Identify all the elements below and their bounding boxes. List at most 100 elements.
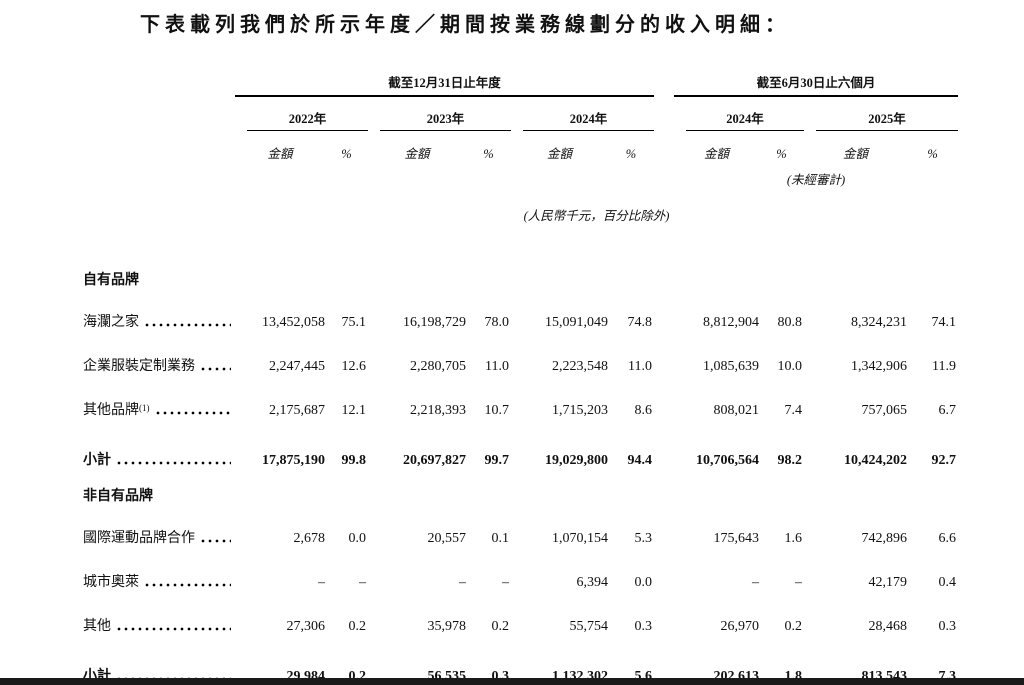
row-label: 小計 [83, 453, 111, 469]
cell-amount: 2,678 [293, 531, 326, 547]
dot-leader [201, 367, 231, 372]
cell-percent: 6.7 [938, 403, 957, 419]
cell-amount: 1,342,906 [851, 359, 908, 375]
cell-percent: 11.0 [485, 359, 509, 375]
cell-percent: 92.7 [931, 453, 957, 469]
table-row: 其他 27,306 0.2 35,978 0.2 55,754 0.3 26,9… [83, 599, 958, 643]
row-label: 海瀾之家 [83, 315, 139, 331]
cell-amount: 16,198,729 [403, 315, 466, 331]
dot-leader [117, 627, 231, 632]
cell-amount: 15,091,049 [545, 315, 608, 331]
amount-percent-header-row: 金額 % 金額 % 金額 % 金額 % 金額 % [83, 131, 958, 167]
cell-amount: 42,179 [868, 575, 908, 591]
table-row: 城市奧萊 – – – – 6,394 0.0 – – 42,179 0.4 [83, 555, 958, 599]
revenue-by-business-line-table: 截至12月31日止年度 截至6月30日止六個月 2022年 2023年 2024… [83, 76, 959, 685]
cell-amount: 27,306 [286, 619, 326, 635]
cell-percent: 0.0 [348, 531, 367, 547]
row-label: 國際運動品牌合作 [83, 531, 195, 547]
cell-amount: 1,070,154 [552, 531, 608, 547]
cell-percent: 0.3 [634, 619, 653, 635]
year-2022: 2022年 [247, 112, 368, 132]
cell-percent: 11.9 [932, 359, 957, 375]
cell-amount: 20,557 [427, 531, 467, 547]
cell-percent: 0.3 [938, 619, 957, 635]
cell-amount: 175,643 [713, 531, 760, 547]
year-header-row: 2022年 2023年 2024年 2024年 2025年 [83, 97, 959, 132]
intro-text: 下表載列我們於所示年度／期間按業務線劃分的收入明細： [140, 14, 790, 36]
dot-leader [201, 539, 231, 544]
unaudited-note: (未經審計) [786, 173, 846, 187]
cell-percent: 0.2 [491, 619, 510, 635]
cell-percent: 99.8 [341, 453, 367, 469]
cell-amount: 19,029,800 [545, 453, 608, 469]
cell-amount: 28,468 [868, 619, 908, 635]
unit-note-row: (人民幣千元，百分比除外) [83, 191, 958, 231]
percent-column-header: % [776, 147, 787, 161]
percent-column-header: % [483, 147, 494, 161]
cell-amount: 2,280,705 [410, 359, 466, 375]
percent-column-header: % [625, 147, 637, 161]
table-row: 國際運動品牌合作 2,678 0.0 20,557 0.1 1,070,154 … [83, 511, 958, 555]
percent-column-header: % [927, 147, 938, 161]
cell-amount: 10,424,202 [844, 453, 908, 469]
cell-percent: 98.2 [777, 453, 803, 469]
cell-amount: 742,896 [861, 531, 908, 547]
cell-percent: 7.4 [784, 403, 803, 419]
cell-percent: – [502, 575, 509, 591]
cell-percent: 10.7 [484, 403, 510, 419]
group-header-annual: 截至12月31日止年度 [235, 76, 655, 98]
cell-amount: 55,754 [569, 619, 609, 635]
cell-amount: 6,394 [576, 575, 609, 591]
cell-percent: – [359, 575, 366, 591]
section-label: 自有品牌 [83, 273, 139, 289]
cell-amount: 1,085,639 [703, 359, 760, 375]
dot-leader [155, 411, 231, 416]
revenue-table-wrap: 截至12月31日止年度 截至6月30日止六個月 2022年 2023年 2024… [83, 76, 959, 685]
table-row: 海瀾之家 13,452,058 75.1 16,198,729 78.0 15,… [83, 295, 958, 339]
cell-percent: 10.0 [777, 359, 803, 375]
section-row-non-own-brands: 非自有品牌 [83, 477, 958, 511]
cell-percent: 12.1 [341, 403, 367, 419]
cell-amount: 17,875,190 [262, 453, 325, 469]
cell-amount: 2,175,687 [269, 403, 325, 419]
cell-amount: 10,706,564 [696, 453, 760, 469]
cell-percent: 0.2 [348, 619, 367, 635]
year-2024: 2024年 [523, 112, 655, 132]
amount-column-header: 金額 [843, 147, 869, 161]
cell-amount: 8,812,904 [703, 315, 760, 331]
unit-note: (人民幣千元，百分比除外) [523, 209, 670, 223]
cell-percent: 78.0 [484, 315, 510, 331]
cell-percent: 0.2 [784, 619, 803, 635]
cell-percent: 8.6 [634, 403, 653, 419]
subtotal-row-own-brands: 小計 17,875,190 99.8 20,697,827 99.7 19,02… [83, 427, 958, 477]
cell-percent: 94.4 [627, 453, 653, 469]
cell-amount: 2,223,548 [552, 359, 608, 375]
cell-amount: 35,978 [427, 619, 467, 635]
cell-percent: 99.7 [484, 453, 510, 469]
cell-percent: 11.0 [628, 359, 653, 375]
cell-amount: 2,247,445 [269, 359, 325, 375]
section-row-own-brands: 自有品牌 [83, 261, 958, 295]
cell-amount: 26,970 [720, 619, 760, 635]
group-header-row: 截至12月31日止年度 截至6月30日止六個月 [83, 76, 959, 98]
cell-amount: – [318, 575, 325, 591]
row-label: 企業服裝定制業務 [83, 359, 195, 375]
cell-percent: 0.0 [634, 575, 653, 591]
cell-amount: 757,065 [861, 403, 908, 419]
cell-amount: 808,021 [713, 403, 760, 419]
amount-column-header: 金額 [546, 147, 572, 161]
dot-leader [117, 461, 231, 466]
cell-percent: – [795, 575, 803, 591]
cell-percent: 75.1 [341, 315, 367, 331]
cell-amount: 8,324,231 [851, 315, 908, 331]
percent-column-header: % [341, 147, 352, 161]
table-row: 其他品牌 (1) 2,175,687 12.1 2,218,393 10.7 1,… [83, 383, 958, 427]
section-label: 非自有品牌 [83, 489, 153, 505]
cell-amount: 20,697,827 [403, 453, 466, 469]
cell-amount: 13,452,058 [262, 315, 325, 331]
cell-percent: 74.8 [627, 315, 653, 331]
year-2023: 2023年 [380, 112, 511, 132]
cell-percent: 74.1 [931, 315, 957, 331]
cell-amount: 2,218,393 [410, 403, 466, 419]
cell-percent: 5.3 [634, 531, 653, 547]
